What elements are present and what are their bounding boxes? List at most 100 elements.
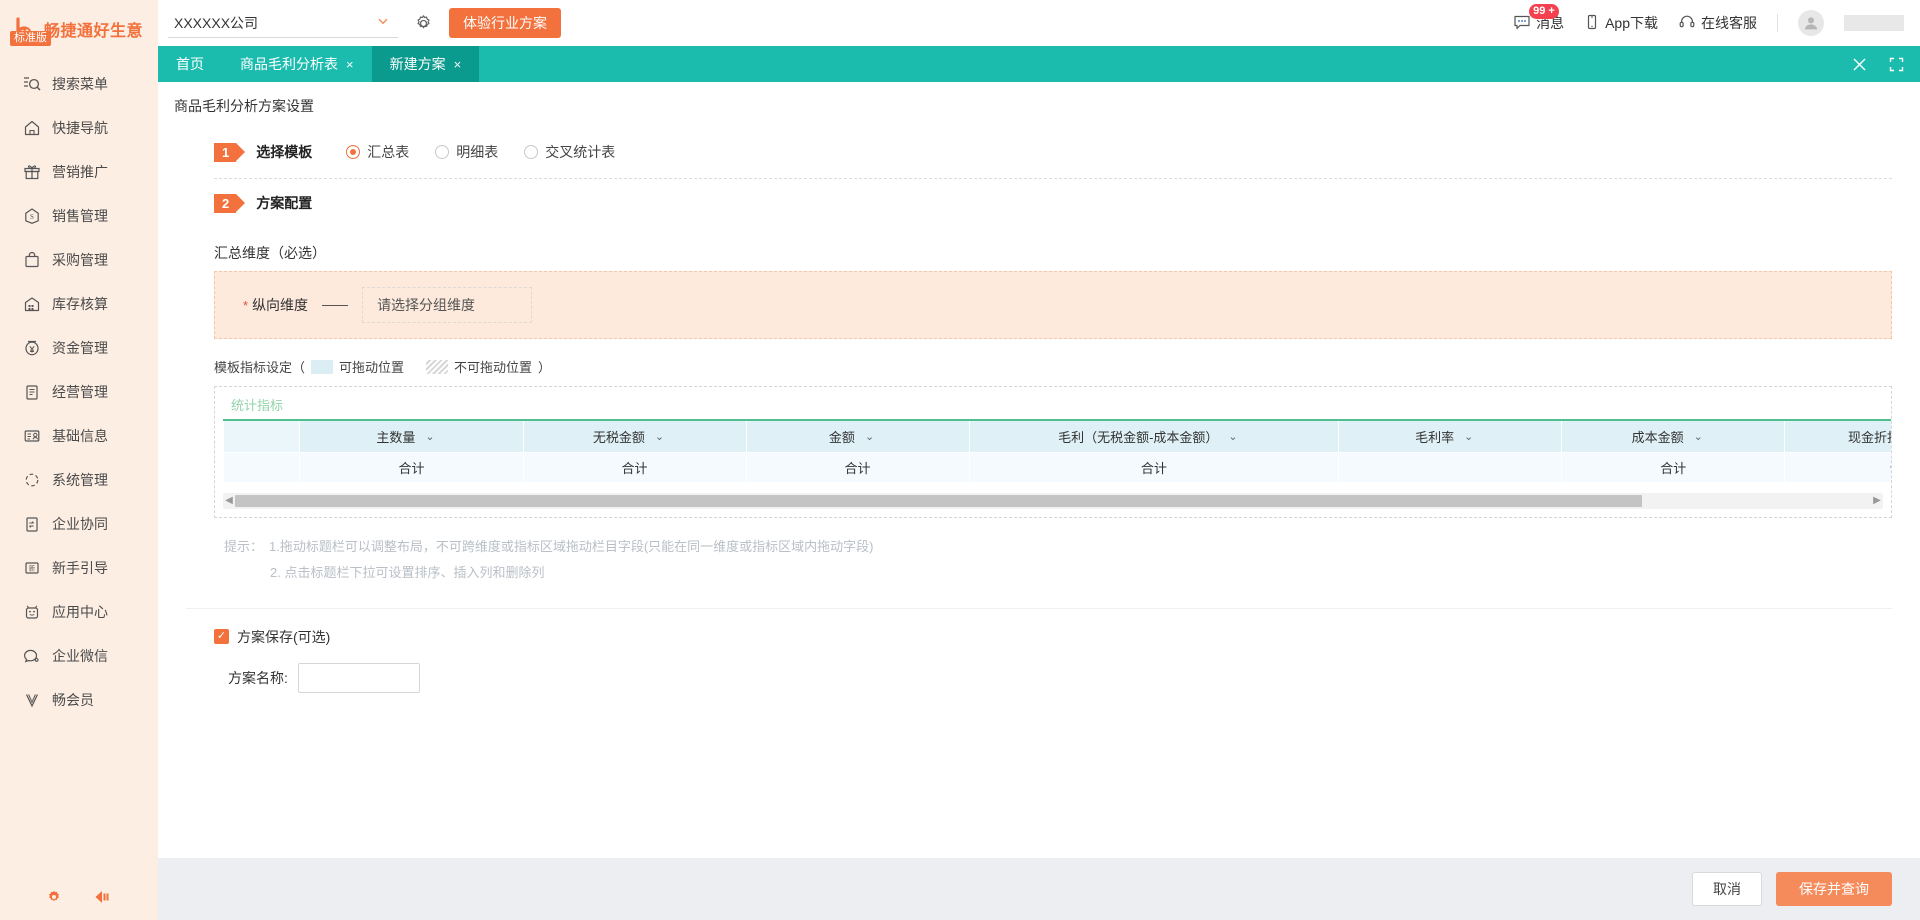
- radio-label: 交叉统计表: [545, 144, 616, 160]
- scrollbar-thumb[interactable]: [235, 494, 1642, 507]
- company-selector[interactable]: [168, 8, 398, 38]
- sidebar-item-appcenter[interactable]: 应用中心: [0, 590, 158, 634]
- radio-dot: [524, 145, 539, 159]
- sidebar-item-basicinfo[interactable]: 基础信息: [0, 414, 158, 458]
- summary-dimension-label: 汇总维度（必选）: [214, 245, 326, 261]
- footer-actions: 取消 保存并查询: [158, 858, 1920, 920]
- sidebar-item-label: 采购管理: [52, 252, 108, 268]
- scheme-name-row: 方案名称:: [228, 662, 1892, 693]
- hint-line-2: 2. 点击标题栏下拉可设置排序、插入列和删除列: [224, 560, 1892, 586]
- vertical-dimension-field[interactable]: * 纵向维度 请选择分组维度: [243, 287, 533, 323]
- messages-button[interactable]: 消息 99 +: [1513, 3, 1565, 34]
- legend-draggable-label: 可拖动位置: [339, 360, 405, 375]
- chevron-down-icon[interactable]: ⌄: [1464, 430, 1474, 443]
- legend-nondraggable-label: 不可拖动位置: [454, 360, 533, 375]
- topbar: 体验行业方案 消息 99 + App下载: [158, 0, 1920, 46]
- sidebar-item-label: 经营管理: [52, 384, 108, 400]
- messages-badge: 99 +: [1529, 3, 1559, 19]
- checkbox-checked-icon[interactable]: ✓: [214, 629, 229, 644]
- sidebar-item-collaboration[interactable]: 企业协同: [0, 502, 158, 546]
- sidebar-item-label: 快捷导航: [52, 120, 108, 136]
- bag-icon: [22, 250, 42, 270]
- radio-summary-table[interactable]: 汇总表: [346, 142, 409, 162]
- close-all-icon[interactable]: [1852, 57, 1867, 72]
- chevron-down-icon[interactable]: ⌄: [1693, 430, 1703, 443]
- avatar[interactable]: [1798, 10, 1824, 36]
- sidebar-item-system[interactable]: 系统管理: [0, 458, 158, 502]
- sidebar-item-vip[interactable]: 畅会员: [0, 678, 158, 722]
- column-label: 成本金额: [1631, 429, 1684, 445]
- company-input[interactable]: [174, 14, 374, 31]
- sidebar-item-funds[interactable]: 资金管理: [0, 326, 158, 370]
- column-header-gross-margin[interactable]: 毛利率 ⌄: [1338, 419, 1563, 453]
- indicator-table-head: 主数量 ⌄ 无税金额 ⌄ 金额 ⌄ 毛利（无税金额-成本金额） ⌄ 毛利率 ⌄ 成本金额 ⌄…: [222, 419, 1891, 453]
- app-download-label: App下载: [1605, 15, 1658, 31]
- tab-gross-profit-report[interactable]: 商品毛利分析表 ×: [222, 46, 372, 82]
- tab-new-scheme[interactable]: 新建方案 ×: [371, 46, 480, 82]
- brand: 畅捷通好生意 标准版: [0, 0, 158, 54]
- settings-circle-icon: [22, 470, 42, 490]
- chevron-down-icon[interactable]: [374, 14, 392, 31]
- sidebar-item-sales[interactable]: S 销售管理: [0, 194, 158, 238]
- horizontal-scrollbar[interactable]: ◀ ▶: [223, 492, 1883, 509]
- dimension-select[interactable]: 请选择分组维度: [362, 287, 533, 323]
- sidebar-footer: [0, 878, 158, 920]
- collapse-icon[interactable]: [94, 890, 112, 909]
- radio-detail-table[interactable]: 明细表: [435, 142, 498, 162]
- column-header-gross-profit[interactable]: 毛利（无税金额-成本金额） ⌄: [968, 419, 1340, 453]
- hints-prefix: 提示：: [224, 538, 264, 554]
- chevron-down-icon[interactable]: ⌄: [864, 430, 875, 443]
- collab-icon: [22, 514, 42, 534]
- save-and-query-button[interactable]: 保存并查询: [1776, 872, 1892, 906]
- cancel-button[interactable]: 取消: [1692, 872, 1762, 906]
- hint-text: 1.拖动标题栏可以调整布局，不可跨维度或指标区域拖动栏目字段(只能在同一维度或指…: [269, 538, 874, 554]
- legend-suffix: ）: [538, 360, 552, 375]
- chevron-right-icon[interactable]: ▶: [1873, 495, 1881, 506]
- column-label: 现金折扣金额: [1848, 429, 1891, 445]
- sidebar-item-marketing[interactable]: 营销推广: [0, 150, 158, 194]
- column-header-amount[interactable]: 金额 ⌄: [745, 419, 970, 453]
- chevron-down-icon[interactable]: ⌄: [425, 430, 435, 443]
- trial-solution-button[interactable]: 体验行业方案: [449, 8, 561, 38]
- scheme-name-input[interactable]: [297, 662, 420, 693]
- chevron-left-icon[interactable]: ◀: [225, 495, 233, 506]
- chevron-down-icon[interactable]: ⌄: [654, 430, 665, 443]
- yuan-coin-icon: [22, 338, 42, 358]
- fullscreen-icon[interactable]: [1889, 57, 1904, 72]
- settings-gear-icon[interactable]: [414, 14, 433, 33]
- warehouse-icon: [22, 294, 42, 314]
- close-icon[interactable]: ×: [453, 56, 462, 72]
- column-header-blank[interactable]: [222, 419, 301, 453]
- app-download-button[interactable]: App下载: [1584, 13, 1658, 33]
- sidebar-item-label: 基础信息: [52, 428, 108, 444]
- radio-cross-table[interactable]: 交叉统计表: [524, 142, 615, 162]
- search-menu-icon: [22, 74, 42, 94]
- tab-label: 新建方案: [389, 56, 446, 72]
- messages-label: 消息: [1536, 15, 1565, 31]
- sidebar-item-search[interactable]: 搜索菜单: [0, 62, 158, 106]
- close-icon[interactable]: ×: [346, 56, 354, 72]
- sidebar-item-guide[interactable]: 新 新手引导: [0, 546, 158, 590]
- brand-edition: 标准版: [10, 31, 51, 46]
- cell-amount: 合计: [745, 451, 970, 483]
- step-1-row: 1 选择模板 汇总表 明细表: [186, 128, 1892, 178]
- column-header-main-qty[interactable]: 主数量 ⌄: [299, 419, 524, 453]
- vip-icon: [22, 690, 42, 710]
- tab-home[interactable]: 首页: [158, 46, 222, 82]
- sidebar-item-operations[interactable]: 经营管理: [0, 370, 158, 414]
- sales-icon: S: [22, 206, 42, 226]
- column-header-net-amount[interactable]: 无税金额 ⌄: [522, 419, 747, 453]
- sidebar-item-quicknav[interactable]: 快捷导航: [0, 106, 158, 150]
- sidebar-item-purchase[interactable]: 采购管理: [0, 238, 158, 282]
- dimension-dropzone[interactable]: * 纵向维度 请选择分组维度: [214, 271, 1892, 339]
- chevron-down-icon[interactable]: ⌄: [1228, 430, 1238, 443]
- online-service-button[interactable]: 在线客服: [1678, 13, 1757, 34]
- column-header-cost-amount[interactable]: 成本金额 ⌄: [1561, 419, 1786, 453]
- scrollbar-track[interactable]: [235, 494, 1871, 507]
- sidebar-item-inventory[interactable]: 库存核算: [0, 282, 158, 326]
- column-header-cash-discount[interactable]: 现金折扣金额⌄: [1784, 419, 1891, 453]
- gear-icon[interactable]: [46, 889, 62, 910]
- save-scheme-checkbox-row[interactable]: ✓ 方案保存(可选): [214, 627, 1892, 647]
- sidebar-item-wechatwork[interactable]: 企业微信: [0, 634, 158, 678]
